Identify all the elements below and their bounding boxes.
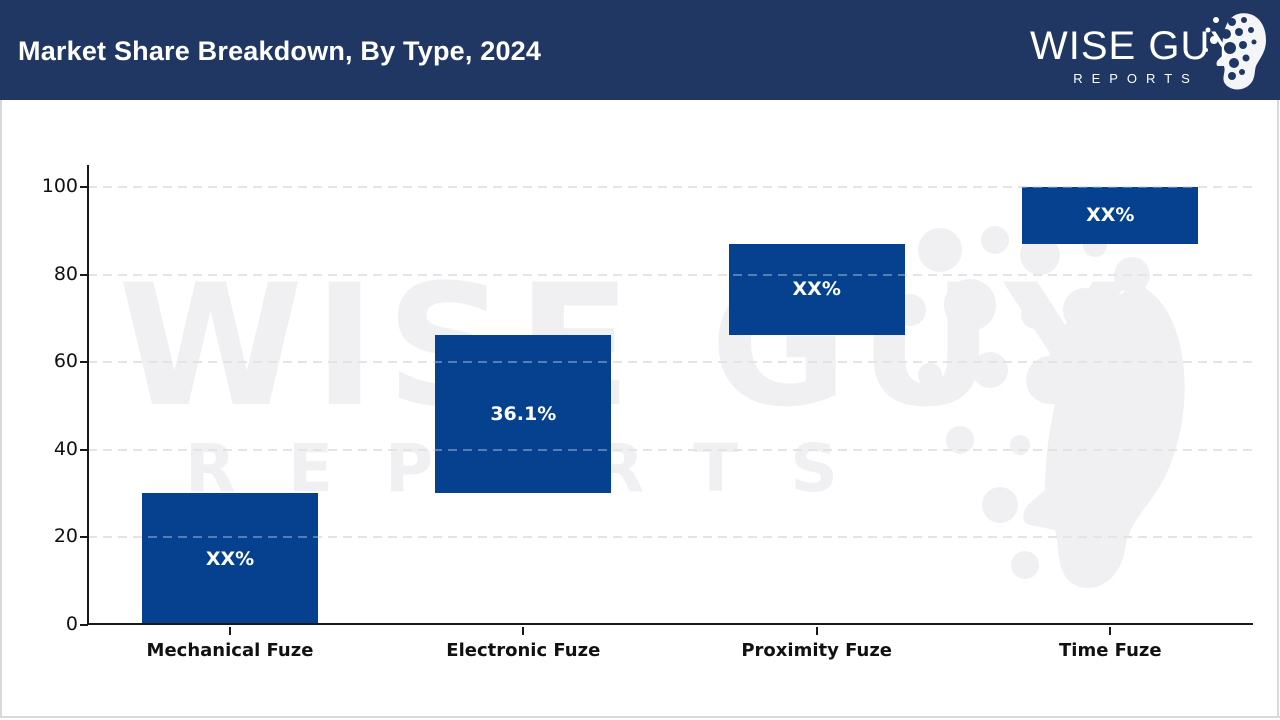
gridline-40 [88, 448, 1253, 451]
frame-left-border [0, 100, 2, 718]
watermark-head-dots [894, 226, 1185, 589]
gridline-overlay-80 [88, 273, 1253, 276]
y-tick-label-20: 20 [53, 525, 78, 548]
gridline-overlay-20 [88, 536, 1253, 539]
gridline-80 [88, 273, 1253, 276]
gridline-20 [88, 536, 1253, 539]
bar-value-label: XX% [792, 278, 841, 301]
y-tick-label-80: 80 [53, 262, 78, 285]
y-tick-mark-100 [80, 186, 88, 188]
y-tick-label-40: 40 [53, 437, 78, 460]
gridline-60 [88, 361, 1253, 364]
header-bar: Market Share Breakdown, By Type, 2024 WI… [0, 0, 1280, 100]
gridline-overlay-60 [88, 361, 1253, 364]
x-tick-mark-4 [1109, 627, 1112, 635]
logo-text: WISE GUY REPORTS [1030, 24, 1238, 86]
y-tick-label-0: 0 [65, 613, 78, 635]
bar-proximity-fuze: XX% [728, 243, 905, 336]
x-category-label: Electronic Fuze [446, 640, 601, 661]
y-axis-line [87, 165, 89, 625]
y-tick-mark-60 [80, 361, 88, 364]
gridline-100 [88, 186, 1253, 188]
bar-electronic-fuze: 36.1% [435, 335, 612, 494]
y-tick-label-60: 60 [53, 350, 78, 373]
y-tick-mark-40 [80, 448, 88, 451]
x-tick-mark-2 [522, 627, 525, 635]
y-tick-mark-80 [80, 273, 88, 276]
page-title: Market Share Breakdown, By Type, 2024 [18, 36, 542, 66]
logo-head-dots-icon [1204, 13, 1266, 90]
bar-value-label: XX% [205, 548, 255, 571]
y-tick-mark-0 [80, 624, 88, 626]
x-tick-mark-3 [815, 627, 818, 635]
bar-time-fuze: XX% [1022, 187, 1199, 244]
gridline-overlay-100 [88, 186, 1253, 188]
y-tick-label-100: 100 [41, 175, 78, 197]
watermark-wordmark: WISE GUY [118, 248, 1137, 444]
x-tick-mark-1 [229, 627, 231, 635]
logo-subtitle: REPORTS [1073, 71, 1199, 86]
wise-guy-reports-logo: WISE GUY REPORTS [1012, 6, 1266, 94]
plot-area: XX% 36.1% XX% XX% 0 20 40 60 80 100 Mechanical F… [0, 100, 1280, 720]
frame-right-border [1277, 100, 1279, 718]
bar-mechanical-fuze: XX% [142, 493, 318, 625]
bar-value-label: XX% [1086, 204, 1135, 227]
x-category-label: Mechanical Fuze [146, 640, 314, 661]
x-category-label: Proximity Fuze [741, 640, 893, 661]
logo-wordmark: WISE GUY [1030, 24, 1239, 68]
frame-bottom-border [0, 716, 1280, 718]
y-tick-mark-20 [80, 536, 88, 539]
x-axis-line [87, 623, 1253, 625]
x-category-label: Time Fuze [1059, 640, 1162, 661]
bar-value-label: 36.1% [490, 403, 557, 426]
gridline-overlay-40 [88, 448, 1253, 451]
